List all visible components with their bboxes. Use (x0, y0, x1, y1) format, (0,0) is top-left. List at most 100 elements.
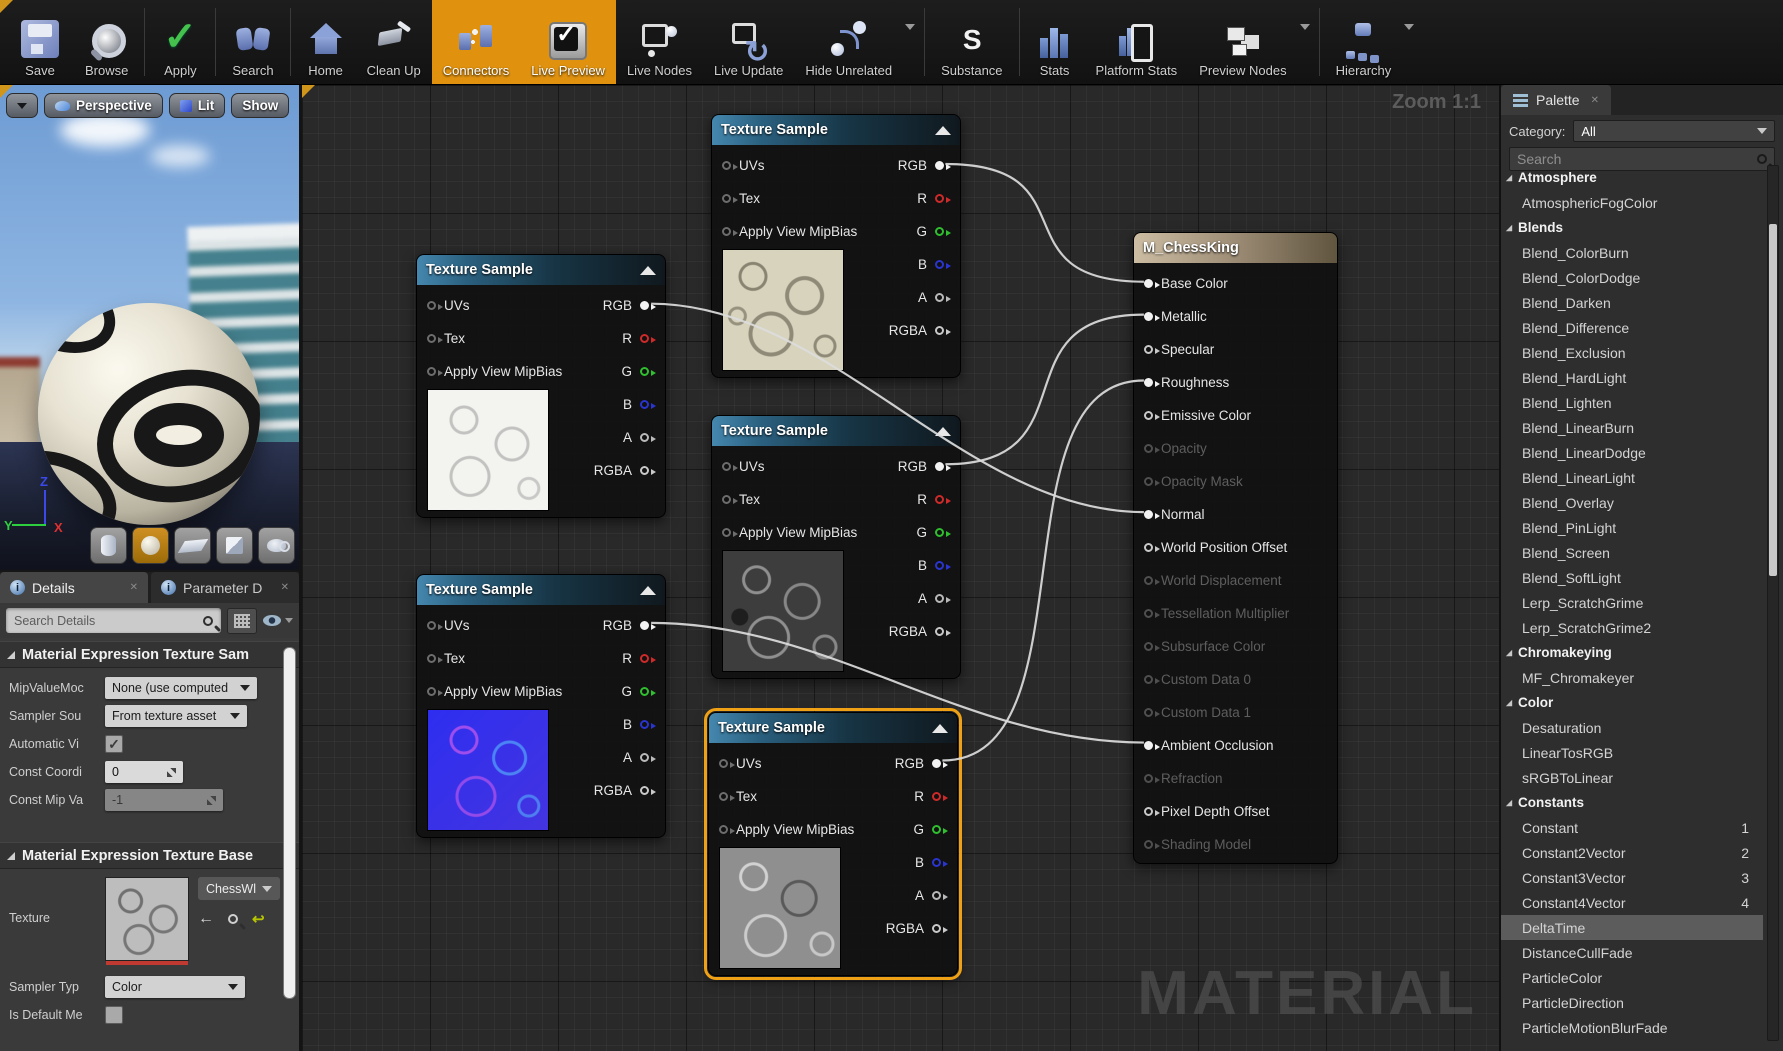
palette-item-blend-difference[interactable]: Blend_Difference (1501, 315, 1763, 340)
texture-asset-thumbnail[interactable] (105, 877, 189, 965)
toolbar-button-save[interactable]: Save (6, 0, 74, 84)
shape-teapot-button[interactable] (258, 527, 295, 564)
palette-item-lerp-scratchgrime2[interactable]: Lerp_ScratchGrime2 (1501, 615, 1763, 640)
pin[interactable] (1144, 741, 1160, 750)
toolbar-button-search[interactable]: Search (221, 0, 284, 84)
tab-details[interactable]: i Details ✕ (0, 572, 148, 603)
sampler-type-dropdown[interactable]: Color (105, 976, 245, 998)
pin[interactable] (640, 301, 656, 310)
palette-scrollbar-track[interactable] (1767, 165, 1779, 1041)
palette-item-blend-lighten[interactable]: Blend_Lighten (1501, 390, 1763, 415)
palette-category-atmosphere[interactable]: Atmosphere (1501, 165, 1763, 190)
view-mode-button[interactable]: Perspective (44, 93, 163, 118)
pin[interactable] (427, 334, 443, 343)
pin[interactable] (719, 759, 735, 768)
pin[interactable] (640, 687, 656, 696)
pin[interactable] (722, 194, 738, 203)
pin[interactable] (719, 825, 735, 834)
details-scrollbar-thumb[interactable] (283, 647, 296, 999)
tab-parameter-defaults[interactable]: i Parameter D ✕ (151, 572, 299, 603)
palette-item-blend-linearlight[interactable]: Blend_LinearLight (1501, 465, 1763, 490)
node-header[interactable]: Texture Sample (712, 115, 960, 145)
pin[interactable] (427, 687, 443, 696)
collapse-arrow-icon[interactable] (935, 125, 951, 135)
texture-sample-node-ts2[interactable]: Texture Sample UVs Tex Apply View MipBias RG… (416, 254, 666, 518)
palette-item-blend-screen[interactable]: Blend_Screen (1501, 540, 1763, 565)
palette-item-blend-lineardodge[interactable]: Blend_LinearDodge (1501, 440, 1763, 465)
is-default-checkbox[interactable] (105, 1006, 123, 1024)
texture-sample-node-ts5[interactable]: Texture Sample UVs Tex Apply View MipBias RG… (704, 708, 962, 980)
pin[interactable] (427, 654, 443, 663)
palette-item-atmosphericfogcolor[interactable]: AtmosphericFogColor (1501, 190, 1763, 215)
view-options-button[interactable] (263, 615, 293, 626)
palette-item-srgbtolinear[interactable]: sRGBToLinear (1501, 765, 1763, 790)
collapse-arrow-icon[interactable] (640, 585, 656, 595)
sampler-source-dropdown[interactable]: From texture asset (105, 705, 247, 727)
pin[interactable] (722, 161, 738, 170)
pin[interactable] (1144, 378, 1160, 387)
toolbar-button-browse[interactable]: Browse (74, 0, 139, 84)
pin[interactable] (935, 528, 951, 537)
palette-item-particlecolor[interactable]: ParticleColor (1501, 965, 1763, 990)
pin[interactable] (722, 528, 738, 537)
pin[interactable] (932, 825, 948, 834)
palette-item-constant[interactable]: Constant 1 (1501, 815, 1763, 840)
chevron-down-icon[interactable] (1404, 24, 1415, 30)
palette-item-blend-darken[interactable]: Blend_Darken (1501, 290, 1763, 315)
node-header[interactable]: Texture Sample (417, 575, 665, 605)
preview-viewport[interactable]: Perspective Lit Show Z Y X (0, 85, 299, 570)
palette-category-constants[interactable]: Constants (1501, 790, 1763, 815)
palette-category-blends[interactable]: Blends (1501, 215, 1763, 240)
material-graph-canvas[interactable]: Zoom 1:1 MATERIAL Texture Sample UVs Tex Ap… (299, 85, 1499, 1051)
toolbar-button-hide-unrelated[interactable]: Hide Unrelated (794, 0, 903, 84)
collapse-arrow-icon[interactable] (932, 723, 948, 733)
palette-item-desaturation[interactable]: Desaturation (1501, 715, 1763, 740)
palette-item-constant2vector[interactable]: Constant2Vector 2 (1501, 840, 1763, 865)
shape-cylinder-button[interactable] (90, 527, 127, 564)
reset-to-default-icon[interactable]: ↩ (252, 911, 265, 928)
palette-item-deltatime[interactable]: DeltaTime (1501, 915, 1763, 940)
pin[interactable] (1144, 576, 1160, 585)
pin[interactable] (1144, 510, 1160, 519)
node-header[interactable]: Texture Sample (712, 416, 960, 446)
toolbar-button-platform-stats[interactable]: Platform Stats (1085, 0, 1189, 84)
pin[interactable] (722, 462, 738, 471)
pin[interactable] (1144, 444, 1160, 453)
palette-item-blend-colorburn[interactable]: Blend_ColorBurn (1501, 240, 1763, 265)
pin[interactable] (1144, 345, 1160, 354)
pin[interactable] (722, 227, 738, 236)
palette-item-constant3vector[interactable]: Constant3Vector 3 (1501, 865, 1763, 890)
palette-item-mf-chromakeyer[interactable]: MF_Chromakeyer (1501, 665, 1763, 690)
node-header[interactable]: M_ChessKing (1134, 233, 1337, 263)
pin[interactable] (640, 720, 656, 729)
palette-scrollbar-thumb[interactable] (1769, 224, 1777, 576)
pin[interactable] (1144, 708, 1160, 717)
palette-item-blend-exclusion[interactable]: Blend_Exclusion (1501, 340, 1763, 365)
palette-item-blend-linearburn[interactable]: Blend_LinearBurn (1501, 415, 1763, 440)
pin[interactable] (935, 495, 951, 504)
pin[interactable] (932, 759, 948, 768)
use-selected-asset-icon[interactable]: ← (198, 910, 214, 927)
tab-palette[interactable]: Palette ✕ (1501, 85, 1611, 115)
shape-sphere-button[interactable] (132, 527, 169, 564)
pin[interactable] (640, 400, 656, 409)
texture-sample-node-ts3[interactable]: Texture Sample UVs Tex Apply View MipBias RG… (711, 415, 961, 679)
category-dropdown[interactable]: All (1573, 120, 1775, 142)
collapse-arrow-icon[interactable] (640, 265, 656, 275)
collapse-arrow-icon[interactable] (935, 426, 951, 436)
toolbar-button-apply[interactable]: Apply (150, 0, 210, 84)
automatic-view-checkbox[interactable]: ✓ (105, 735, 123, 753)
palette-item-blend-hardlight[interactable]: Blend_HardLight (1501, 365, 1763, 390)
close-icon[interactable]: ✕ (1590, 94, 1599, 106)
pin[interactable] (719, 792, 735, 801)
pin[interactable] (1144, 642, 1160, 651)
palette-item-blend-colordodge[interactable]: Blend_ColorDodge (1501, 265, 1763, 290)
pin[interactable] (1144, 279, 1160, 288)
pin[interactable] (1144, 543, 1160, 552)
pin[interactable] (722, 495, 738, 504)
section-texture-sample[interactable]: Material Expression Texture Sam (0, 641, 299, 668)
palette-category-color[interactable]: Color (1501, 690, 1763, 715)
pin[interactable] (1144, 807, 1160, 816)
pin[interactable] (932, 792, 948, 801)
pin[interactable] (935, 326, 951, 335)
